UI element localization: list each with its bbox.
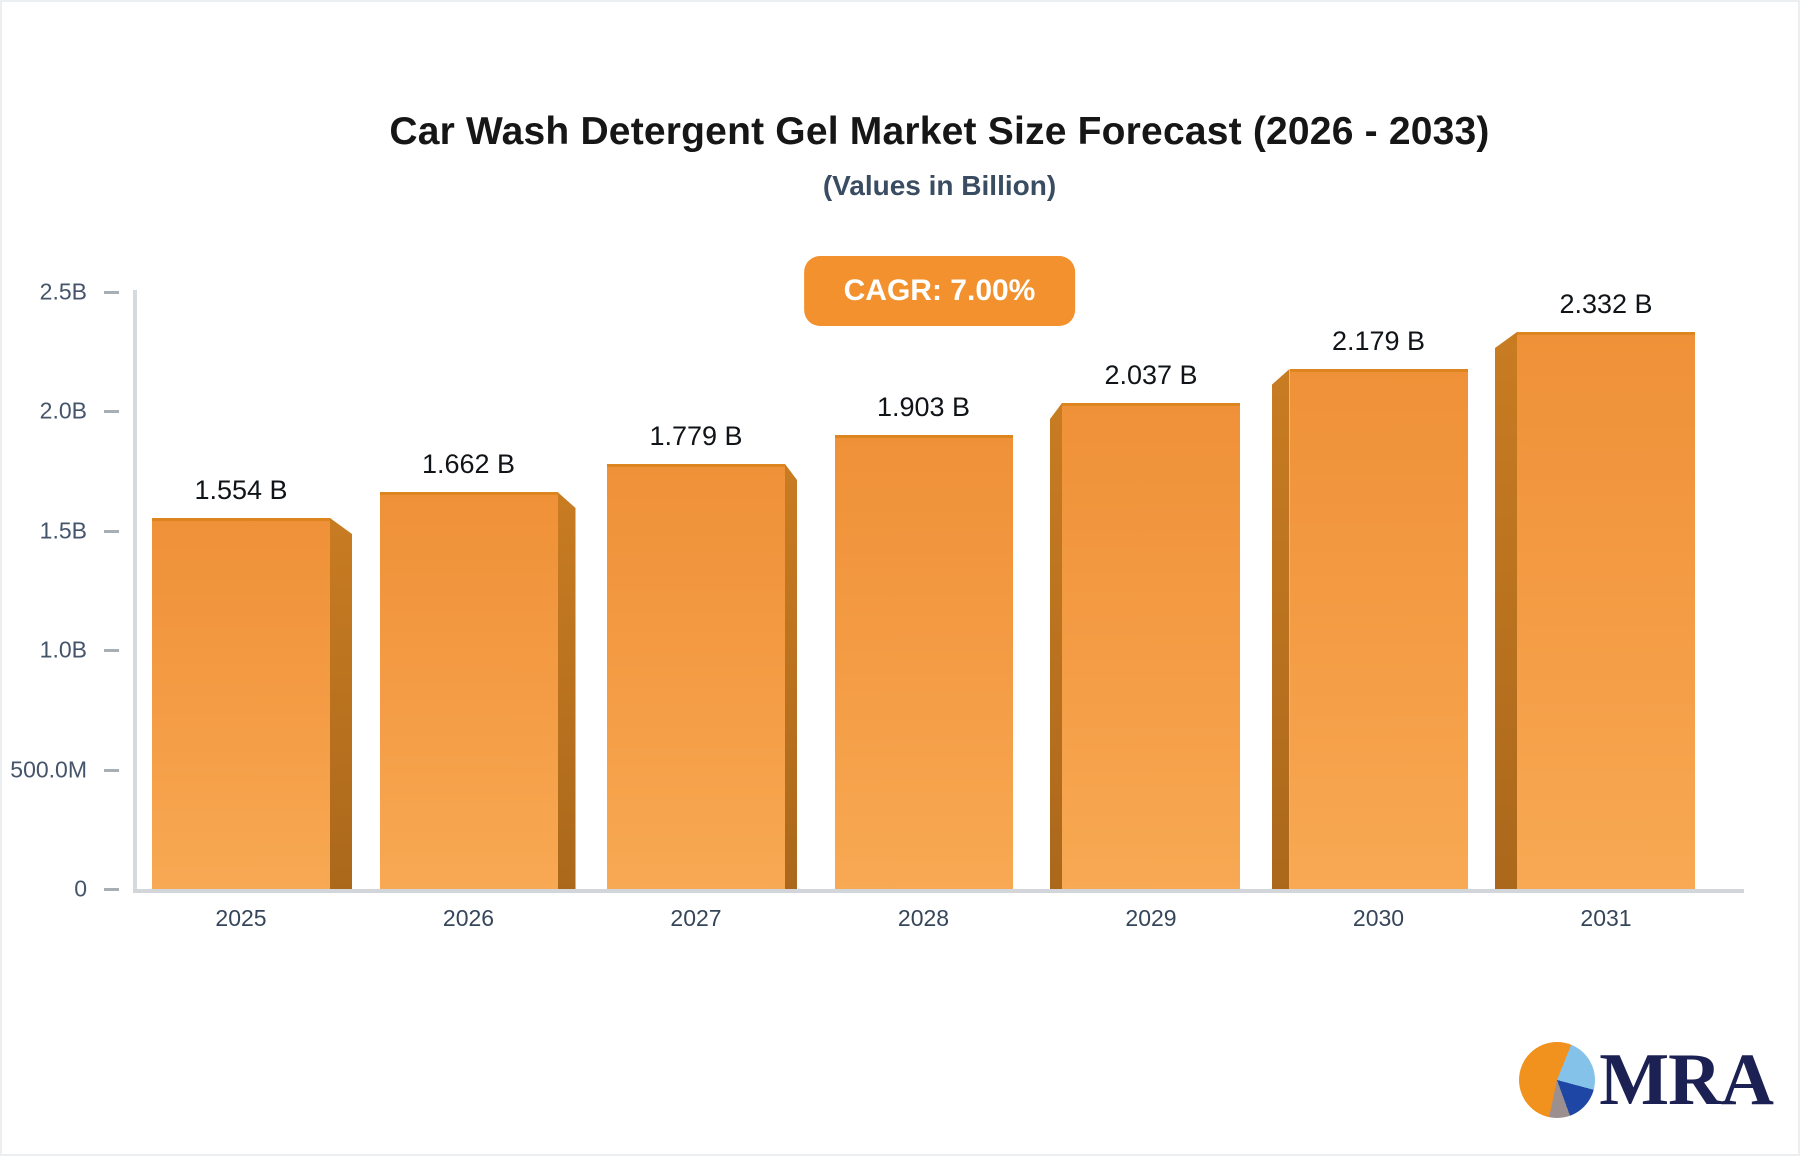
y-tick-label: 2.5B <box>39 278 87 305</box>
y-tick-mark <box>104 768 119 772</box>
bar-side-face <box>785 464 797 889</box>
bar-value-label: 1.662 B <box>421 449 516 479</box>
bar-value-label: 2.037 B <box>1104 360 1198 390</box>
bar-side-face <box>557 492 576 889</box>
y-tick-mark <box>104 888 119 891</box>
x-axis-label: 2029 <box>1125 905 1177 931</box>
bar-value-label: 2.179 B <box>1331 326 1426 356</box>
y-tick-label: 1.5B <box>39 517 87 544</box>
bar-side-face <box>1495 332 1517 889</box>
bar-2028 <box>834 435 1013 889</box>
bar-side-face <box>330 518 352 889</box>
x-axis-label: 2031 <box>1580 905 1632 931</box>
y-tick-mark <box>104 410 119 414</box>
x-axis-label: 2028 <box>897 905 950 931</box>
chart-title: Car Wash Detergent Gel Market Size Forec… <box>389 110 1490 153</box>
y-tick-label: 0 <box>74 875 87 902</box>
y-tick-label: 1.0B <box>39 636 87 663</box>
y-tick-mark <box>104 529 119 533</box>
bar-value-label: 1.903 B <box>876 392 971 422</box>
chart-subtitle: (Values in Billion) <box>822 170 1057 201</box>
x-axis-label: 2030 <box>1352 905 1405 931</box>
x-axis-label: 2025 <box>215 905 267 931</box>
bar-value-label: 1.779 B <box>649 421 743 451</box>
bar-value-label: 2.332 B <box>1559 289 1653 319</box>
bar-2027 <box>607 464 785 889</box>
bar-2031 <box>1517 332 1695 889</box>
bar-2030 <box>1289 369 1468 889</box>
bar-2026 <box>379 492 558 889</box>
y-tick-mark <box>104 649 119 653</box>
mra-logo: MRA <box>1519 1039 1774 1121</box>
cagr-badge: CAGR: 7.00% <box>803 256 1076 326</box>
x-axis-label: 2026 <box>442 905 495 931</box>
y-tick-label: 500.0M <box>10 756 87 783</box>
logo-text: MRA <box>1599 1039 1774 1121</box>
bar-side-face <box>1050 403 1062 889</box>
bar-value-label: 1.554 B <box>194 475 288 505</box>
y-axis-line <box>133 290 137 891</box>
x-axis-label: 2027 <box>670 905 722 931</box>
y-tick-label: 2.0B <box>39 397 87 424</box>
x-axis-line <box>133 889 1744 893</box>
plot-area: 0 500.0M 1.0B 1.5B 2.0B 2.5B 1.554 B 2025 1.662 … <box>10 279 1744 931</box>
bar-2025 <box>152 518 330 889</box>
bar-2029 <box>1062 403 1240 889</box>
bar-side-face <box>1271 369 1290 889</box>
y-tick-mark <box>104 291 119 294</box>
pie-chart-logo-icon <box>1519 1042 1596 1118</box>
